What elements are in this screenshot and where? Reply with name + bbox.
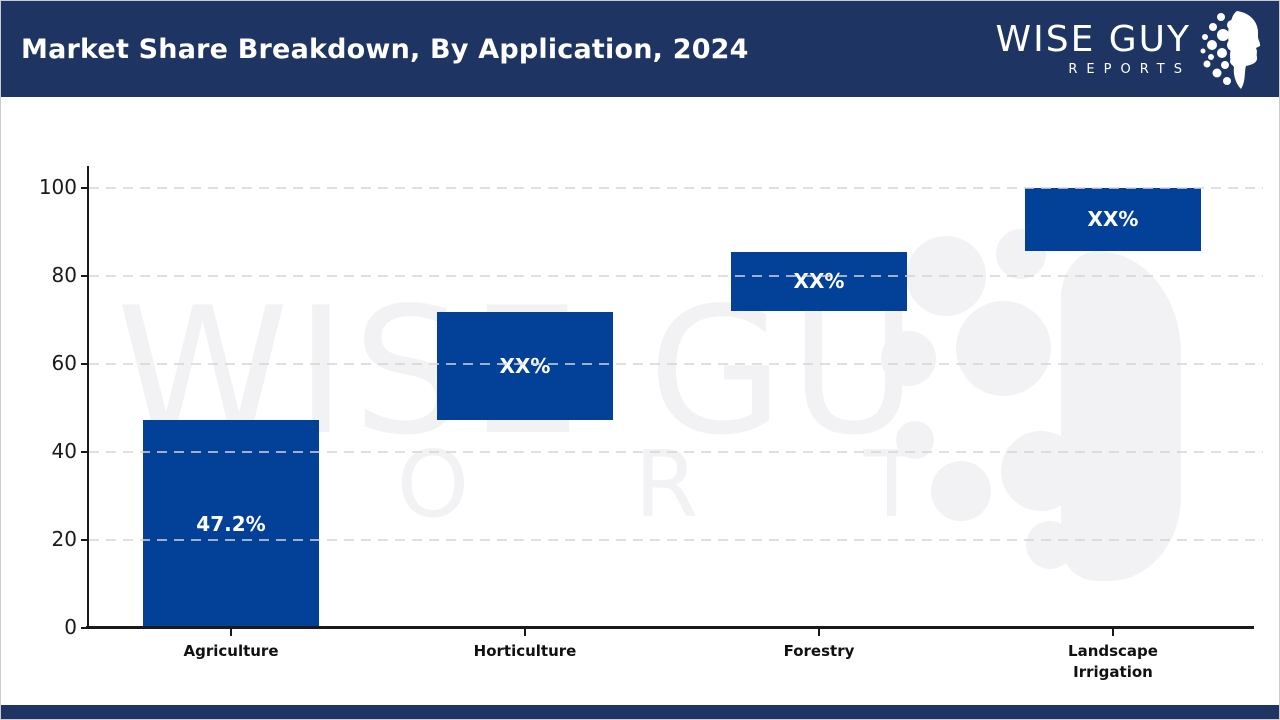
y-axis-tick-label: 100 bbox=[38, 175, 77, 199]
x-axis-tick-mark bbox=[1112, 629, 1114, 636]
bar-forestry: XX% bbox=[731, 251, 907, 312]
y-axis-line bbox=[87, 166, 89, 628]
x-axis-line bbox=[86, 626, 1254, 629]
page-title: Market Share Breakdown, By Application, … bbox=[21, 33, 749, 65]
category-label-horticulture: Horticulture bbox=[473, 642, 577, 660]
y-axis-tick-mark bbox=[81, 627, 89, 629]
logo-face-icon bbox=[1200, 11, 1261, 89]
bar-landscape-irrigation: XX% bbox=[1025, 188, 1201, 251]
footer-bar bbox=[1, 705, 1279, 719]
wise-guy-reports-logo: WISE GUY REPORTS bbox=[996, 7, 1264, 91]
gridline bbox=[89, 187, 1263, 189]
bar-value-label: XX% bbox=[499, 354, 551, 379]
logo-wordmark: WISE GUY bbox=[995, 18, 1191, 60]
header-bar: Market Share Breakdown, By Application, … bbox=[1, 1, 1279, 97]
category-label-forestry: Forestry bbox=[783, 642, 855, 660]
x-axis-tick-mark bbox=[230, 629, 232, 636]
logo-subtitle: REPORTS bbox=[1068, 61, 1191, 77]
y-axis-tick-mark bbox=[81, 451, 89, 453]
category-label-landscape-irrigation: Landscape Irrigation bbox=[1068, 642, 1158, 681]
gridline bbox=[89, 363, 1263, 365]
bar-value-label: XX% bbox=[1087, 207, 1139, 232]
bar-agriculture: 47.2% bbox=[143, 420, 319, 628]
bar-value-label: XX% bbox=[793, 269, 845, 294]
gridline bbox=[89, 451, 1263, 453]
y-axis-tick-mark bbox=[81, 539, 89, 541]
gridline bbox=[89, 275, 1263, 277]
y-axis-tick-mark bbox=[81, 275, 89, 277]
category-label-agriculture: Agriculture bbox=[183, 642, 279, 660]
y-axis-tick-label: 0 bbox=[64, 615, 77, 639]
y-axis-tick-label: 60 bbox=[51, 351, 77, 375]
bar-horticulture: XX% bbox=[437, 312, 613, 421]
x-axis-tick-mark bbox=[818, 629, 820, 636]
gridline bbox=[89, 539, 1263, 541]
y-axis-tick-mark bbox=[81, 187, 89, 189]
x-axis-tick-mark bbox=[524, 629, 526, 636]
y-axis-tick-label: 40 bbox=[51, 439, 77, 463]
bar-value-label: 47.2% bbox=[196, 512, 266, 537]
y-axis-tick-label: 20 bbox=[51, 527, 77, 551]
y-axis-tick-mark bbox=[81, 363, 89, 365]
y-axis-tick-label: 80 bbox=[51, 263, 77, 287]
